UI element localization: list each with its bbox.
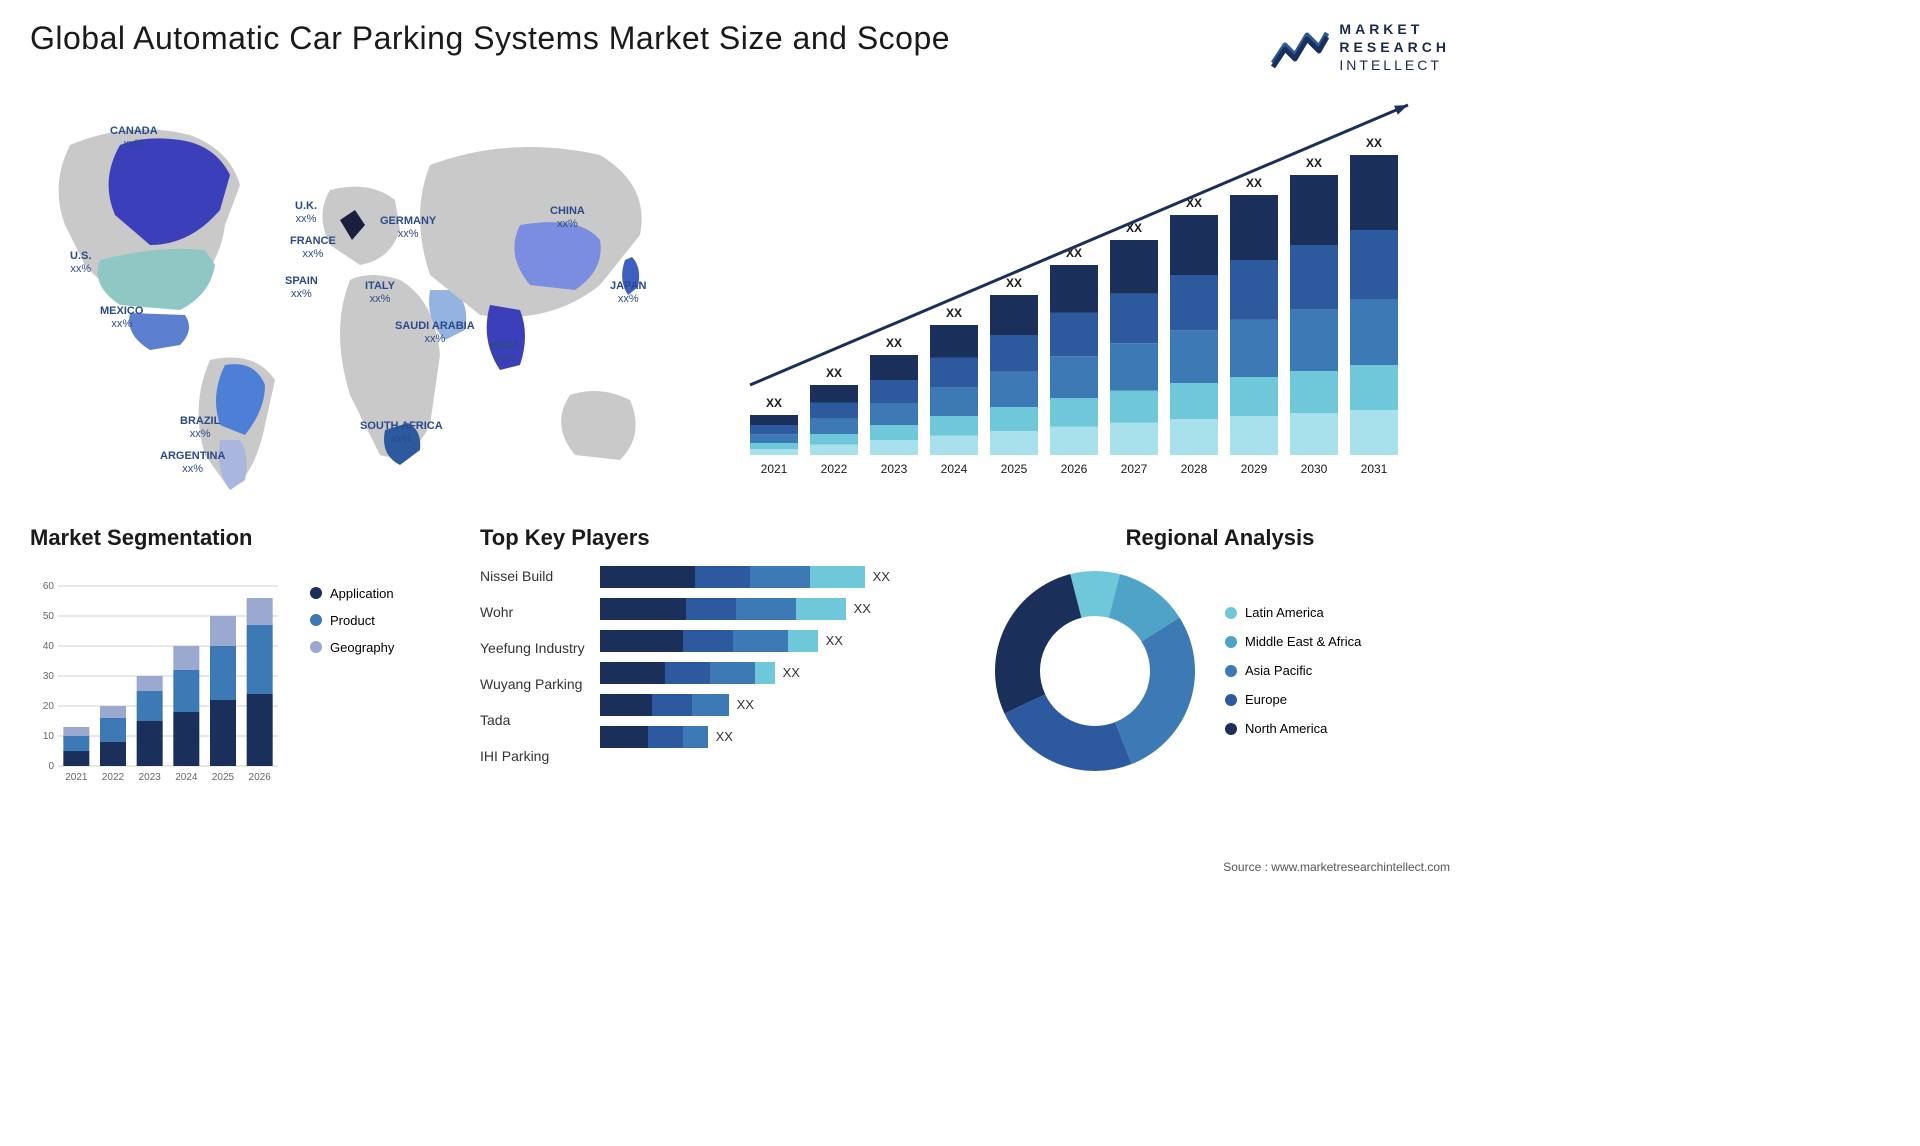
player-bar-row: XX bbox=[600, 662, 960, 684]
top-row: CANADAxx% U.S.xx% MEXICOxx% BRAZILxx% ARGENT… bbox=[30, 95, 1450, 495]
segmentation-section: Market Segmentation 0 10 20 30 40 50 60 2021 202… bbox=[30, 525, 450, 786]
player-bar-row: XX bbox=[600, 598, 960, 620]
svg-text:2031: 2031 bbox=[1361, 462, 1388, 476]
svg-text:2024: 2024 bbox=[175, 772, 198, 783]
svg-text:0: 0 bbox=[48, 761, 54, 772]
page-title: Global Automatic Car Parking Systems Mar… bbox=[30, 20, 950, 57]
player-label: Tada bbox=[480, 712, 585, 734]
svg-text:30: 30 bbox=[43, 671, 55, 682]
map-label: SAUDI ARABIAxx% bbox=[395, 320, 475, 346]
bottom-row: Market Segmentation 0 10 20 30 40 50 60 2021 202… bbox=[30, 525, 1450, 786]
map-label: ARGENTINAxx% bbox=[160, 450, 225, 476]
player-bar-row: XX bbox=[600, 726, 960, 748]
map-label: CHINAxx% bbox=[550, 205, 585, 231]
legend-item: Geography bbox=[310, 640, 394, 655]
legend-item: North America bbox=[1225, 721, 1361, 736]
svg-text:2021: 2021 bbox=[761, 462, 788, 476]
players-labels: Nissei Build Wohr Yeefung Industry Wuyang P… bbox=[480, 566, 585, 770]
svg-text:2029: 2029 bbox=[1241, 462, 1268, 476]
map-label: U.S.xx% bbox=[70, 250, 91, 276]
svg-text:2025: 2025 bbox=[212, 772, 235, 783]
svg-text:2030: 2030 bbox=[1301, 462, 1328, 476]
svg-text:20: 20 bbox=[43, 701, 55, 712]
regional-legend: Latin America Middle East & Africa Asia Pa… bbox=[1225, 605, 1361, 736]
svg-text:2025: 2025 bbox=[1001, 462, 1028, 476]
svg-text:XX: XX bbox=[1366, 136, 1382, 150]
map-label: BRAZILxx% bbox=[180, 415, 220, 441]
svg-text:XX: XX bbox=[946, 306, 962, 320]
svg-text:2026: 2026 bbox=[1061, 462, 1088, 476]
map-label: U.K.xx% bbox=[295, 200, 317, 226]
player-label: IHI Parking bbox=[480, 748, 585, 770]
segmentation-title: Market Segmentation bbox=[30, 525, 450, 551]
map-label: JAPANxx% bbox=[610, 280, 646, 306]
legend-item: Product bbox=[310, 613, 394, 628]
svg-text:2027: 2027 bbox=[1121, 462, 1148, 476]
brand-logo: MARKET RESEARCH INTELLECT bbox=[1271, 20, 1450, 75]
regional-title: Regional Analysis bbox=[990, 525, 1450, 551]
growth-chart-svg: XX 2021 XX 2022 XX 2023 XX 2024 XX 2025 XX 2026 XX 20… bbox=[720, 95, 1440, 495]
svg-text:2026: 2026 bbox=[249, 772, 272, 783]
map-label: GERMANYxx% bbox=[380, 215, 436, 241]
svg-text:2024: 2024 bbox=[941, 462, 968, 476]
header: Global Automatic Car Parking Systems Mar… bbox=[30, 20, 1450, 75]
svg-text:10: 10 bbox=[43, 731, 55, 742]
legend-item: Application bbox=[310, 586, 394, 601]
segmentation-chart-svg: 0 10 20 30 40 50 60 2021 2022 2023 2024 2025 2026 bbox=[30, 566, 290, 786]
svg-text:2022: 2022 bbox=[821, 462, 848, 476]
svg-text:XX: XX bbox=[1006, 276, 1022, 290]
svg-text:2021: 2021 bbox=[65, 772, 88, 783]
player-label: Yeefung Industry bbox=[480, 640, 585, 662]
player-bar-row: XX bbox=[600, 630, 960, 652]
player-label: Nissei Build bbox=[480, 568, 585, 590]
regional-section: Regional Analysis Latin America Middle Ea… bbox=[990, 525, 1450, 786]
legend-item: Europe bbox=[1225, 692, 1361, 707]
svg-text:2028: 2028 bbox=[1181, 462, 1208, 476]
segmentation-legend: Application Product Geography bbox=[310, 566, 394, 786]
svg-text:2023: 2023 bbox=[881, 462, 908, 476]
key-players-title: Top Key Players bbox=[480, 525, 960, 551]
regional-donut-svg bbox=[990, 566, 1200, 776]
svg-text:XX: XX bbox=[1306, 156, 1322, 170]
key-players-section: Top Key Players Nissei Build Wohr Yeefung … bbox=[480, 525, 960, 786]
growth-chart-panel: XX 2021 XX 2022 XX 2023 XX 2024 XX 2025 XX 2026 XX 20… bbox=[720, 95, 1450, 495]
logo-line2: RESEARCH bbox=[1339, 38, 1450, 56]
map-label: FRANCExx% bbox=[290, 235, 336, 261]
player-bar-row: XX bbox=[600, 566, 960, 588]
svg-text:2023: 2023 bbox=[139, 772, 162, 783]
svg-text:XX: XX bbox=[766, 396, 782, 410]
legend-item: Middle East & Africa bbox=[1225, 634, 1361, 649]
map-label: SOUTH AFRICAxx% bbox=[360, 420, 443, 446]
map-label: CANADAxx% bbox=[110, 125, 158, 151]
map-label: ITALYxx% bbox=[365, 280, 395, 306]
legend-item: Asia Pacific bbox=[1225, 663, 1361, 678]
svg-text:2022: 2022 bbox=[102, 772, 125, 783]
logo-line3: INTELLECT bbox=[1339, 56, 1450, 74]
player-label: Wohr bbox=[480, 604, 585, 626]
logo-icon bbox=[1271, 25, 1329, 69]
svg-text:XX: XX bbox=[886, 336, 902, 350]
svg-text:60: 60 bbox=[43, 581, 55, 592]
players-bars: XX XX XX XX XX XX bbox=[600, 566, 960, 770]
svg-text:XX: XX bbox=[1246, 176, 1262, 190]
source-label: Source : www.marketresearchintellect.com bbox=[1223, 860, 1450, 874]
svg-text:50: 50 bbox=[43, 611, 55, 622]
logo-line1: MARKET bbox=[1339, 20, 1450, 38]
svg-text:40: 40 bbox=[43, 641, 55, 652]
map-label: MEXICOxx% bbox=[100, 305, 143, 331]
player-label: Wuyang Parking bbox=[480, 676, 585, 698]
legend-item: Latin America bbox=[1225, 605, 1361, 620]
player-bar-row: XX bbox=[600, 694, 960, 716]
svg-text:XX: XX bbox=[826, 366, 842, 380]
world-map-panel: CANADAxx% U.S.xx% MEXICOxx% BRAZILxx% ARGENT… bbox=[30, 95, 690, 495]
map-label: SPAINxx% bbox=[285, 275, 318, 301]
map-label: INDIAxx% bbox=[490, 340, 520, 366]
